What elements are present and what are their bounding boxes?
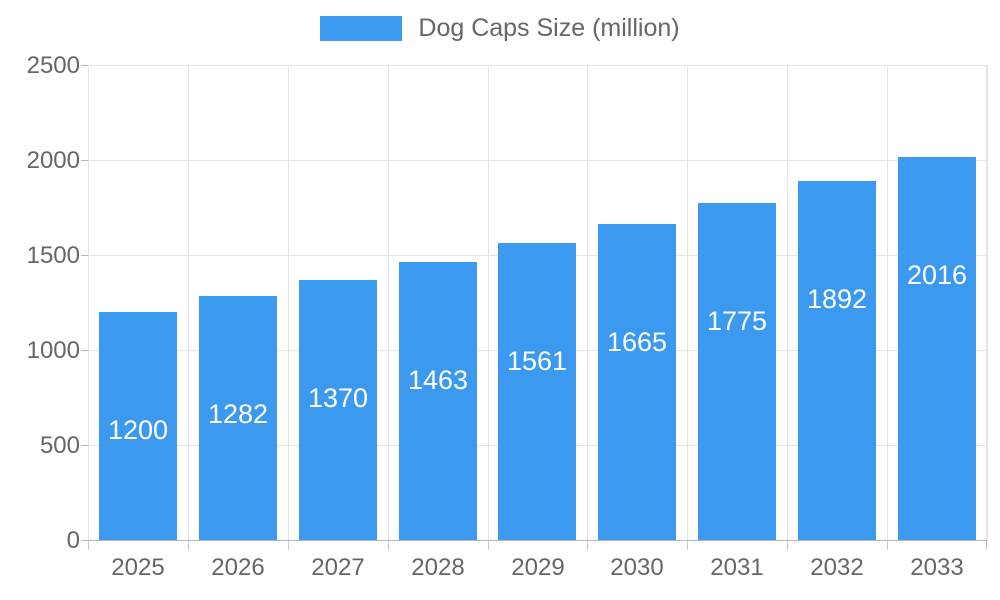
y-tick-label: 1000 [26, 337, 80, 364]
y-tick-mark [81, 350, 88, 351]
y-tick-mark [81, 540, 88, 541]
bar-2028[interactable]: 1463 [399, 262, 477, 540]
x-tick-label: 2030 [610, 554, 664, 581]
bar-value-label: 1665 [606, 326, 668, 357]
bar-value-label: 1561 [506, 346, 568, 377]
x-tick-label: 2033 [910, 554, 964, 581]
x-tick-label: 2029 [511, 554, 565, 581]
x-tick-label: 2031 [710, 554, 764, 581]
y-tick-label: 500 [39, 432, 80, 459]
bar-2032[interactable]: 1892 [798, 180, 876, 540]
y-tick-mark [81, 65, 88, 66]
bar-value-label: 2016 [906, 259, 968, 290]
gridline-vertical [986, 65, 987, 540]
bar-2030[interactable]: 1665 [598, 223, 676, 540]
bar-2033[interactable]: 2016 [898, 156, 976, 540]
x-tick-mark [88, 541, 89, 550]
x-axis-line [88, 540, 987, 541]
bar-value-label: 1282 [207, 399, 269, 430]
x-tick-mark [488, 541, 489, 550]
x-tick-mark [388, 541, 389, 550]
x-tick-mark [887, 541, 888, 550]
x-tick-mark [687, 541, 688, 550]
gridline-horizontal [88, 65, 987, 66]
plot-area: 1200 1282 1370 1463 1561 1665 1775 1892 … [88, 65, 987, 540]
legend-label: Dog Caps Size (million) [418, 13, 680, 42]
bar-2031[interactable]: 1775 [698, 202, 776, 540]
gridline-vertical [488, 65, 489, 540]
bar-2025[interactable]: 1200 [99, 312, 177, 540]
y-tick-label: 1500 [26, 242, 80, 269]
x-tick-mark [787, 541, 788, 550]
x-tick-mark [288, 541, 289, 550]
bar-value-label: 1775 [706, 305, 768, 336]
bar-value-label: 1463 [407, 365, 469, 396]
x-tick-label: 2032 [810, 554, 864, 581]
y-tick-mark [81, 160, 88, 161]
y-tick-label: 2000 [26, 147, 80, 174]
legend-item-dog-caps-size[interactable]: Dog Caps Size (million) [320, 13, 680, 42]
x-tick-label: 2025 [111, 554, 165, 581]
x-tick-label: 2027 [311, 554, 365, 581]
gridline-vertical [188, 65, 189, 540]
y-tick-mark [81, 445, 88, 446]
gridline-horizontal [88, 160, 987, 161]
bar-2026[interactable]: 1282 [199, 296, 277, 540]
bar-2029[interactable]: 1561 [498, 243, 576, 540]
gridline-vertical [887, 65, 888, 540]
x-tick-label: 2028 [411, 554, 465, 581]
y-tick-mark [81, 255, 88, 256]
gridline-vertical [388, 65, 389, 540]
gridline-vertical [687, 65, 688, 540]
plot-right-border [987, 65, 988, 541]
x-tick-mark [986, 541, 987, 550]
gridline-vertical [88, 65, 89, 540]
x-tick-label: 2026 [211, 554, 265, 581]
gridline-vertical [787, 65, 788, 540]
gridline-vertical [288, 65, 289, 540]
bar-value-label: 1200 [107, 415, 169, 445]
gridline-vertical [587, 65, 588, 540]
legend-color-swatch-icon [320, 15, 403, 41]
bar-2027[interactable]: 1370 [299, 279, 377, 540]
bar-value-label: 1370 [307, 382, 369, 413]
bar-value-label: 1892 [806, 283, 868, 314]
y-tick-label: 2500 [26, 52, 80, 79]
x-tick-mark [587, 541, 588, 550]
x-tick-mark [188, 541, 189, 550]
y-tick-label: 0 [66, 527, 80, 554]
chart-legend: Dog Caps Size (million) [0, 0, 1000, 56]
